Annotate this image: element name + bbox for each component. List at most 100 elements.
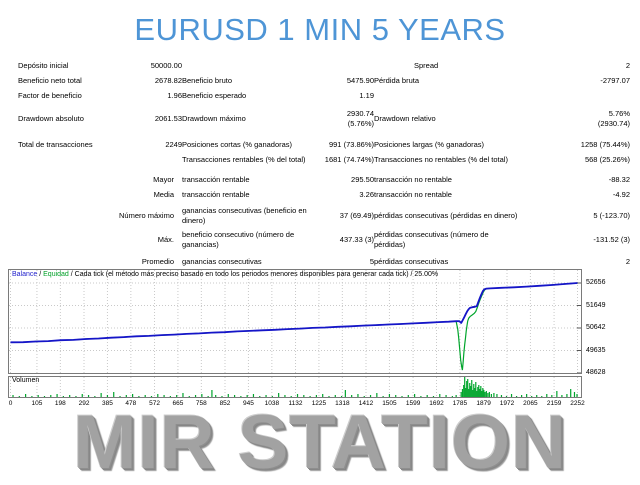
stat-value: 1.19 [359,90,374,100]
stat-label: Factor de beneficio [18,90,82,100]
stat-value: 3.26 [359,189,374,199]
x-axis-tick-label: 1318 [335,400,350,407]
stat-value: -4.92 [612,189,630,199]
stat-value: -2797.07 [600,75,630,85]
stat-value: 2061.53 [154,114,182,123]
stat-label: Beneficio bruto [182,75,233,85]
x-axis-tick-label: 0 [8,400,13,407]
stat-label: Promedio [141,256,174,266]
stats-row: Mayor transacción rentable 295.50 transacci… [18,172,630,187]
volume-chart-panel [8,376,582,398]
x-axis-tick-label: 665 [172,400,184,407]
stat-label: pérdidas consecutivas (número de pérdida… [374,230,489,249]
stat-value: 1.96 [167,90,182,100]
x-axis-tick-label: 758 [195,400,207,407]
legend-part: Balance [12,271,38,278]
x-axis-tick-label: 105 [31,400,43,407]
stat-label: pérdidas consecutivas [374,256,449,266]
stats-row: Máx. beneficio consecutivo (número de gan… [18,228,630,252]
x-axis-tick-label: 385 [101,400,113,407]
stat-value: 2678.82 [154,75,182,85]
x-axis-tick-label: 572 [149,400,160,407]
stats-table: Depósito inicial 50000.00 Spread 2 Beneficio… [18,58,630,269]
stat-value: 991 (73.86%) [328,139,374,149]
stats-row: Depósito inicial 50000.00 Spread 2 [18,58,630,73]
x-axis-tick-label: 1505 [382,400,397,407]
stat-label: transacción no rentable [374,189,452,199]
stat-value: 295.50 [351,174,374,184]
stat-value: 1681 (74.74%) [324,154,374,164]
chart-legend: Balance / Equidad / Cada tick (el método… [12,271,438,278]
x-axis-labels: 0 105 198 292 385 478 572 665 758 852 945 1038 1132 1… [8,400,632,410]
stat-value: 2930.74 (5.76%) [346,109,374,128]
stat-label: transacción rentable [182,174,250,184]
stat-label: Mayor [153,174,174,184]
x-axis-tick-label: 1599 [405,400,421,407]
y-axis-tick-label: 48628 [586,369,606,376]
stat-label: Drawdown relativo [374,114,436,123]
x-axis-tick-label: 945 [242,400,254,407]
stat-value: 1258 (75.44%) [580,139,630,149]
legend-part: Equidad [43,271,69,278]
x-axis-tick-label: 1692 [429,400,444,407]
stat-label: Transacciones rentables (% del total) [182,154,306,164]
stats-row: Beneficio neto total 2678.82 Beneficio bru… [18,73,630,88]
x-axis-tick-label: 478 [125,400,137,407]
x-axis-tick-label: 852 [219,400,231,407]
stat-label: Transacciones no rentables (% del total) [374,154,508,164]
stat-value: 5 [369,256,374,266]
stats-row: Media transacción rentable 3.26 transacción… [18,187,630,202]
stat-value: 437.33 (3) [339,235,374,244]
stat-label: transacción no rentable [374,174,452,184]
stat-label: pérdidas consecutivas (pérdidas en diner… [374,211,518,220]
stat-label: Drawdown absoluto [18,114,84,123]
balance-equity-chart: Balance / Equidad / Cada tick (el método… [8,269,632,400]
stat-label: Beneficio neto total [18,75,82,85]
y-axis-tick-label: 52656 [586,279,606,286]
stat-value: 2249 [165,139,182,149]
x-axis-tick-label: 1412 [358,400,374,407]
y-axis-tick-label: 50642 [586,324,606,331]
stat-label: Número máximo [118,211,174,220]
stats-row: Factor de beneficio 1.96 Beneficio esperad… [18,88,630,103]
x-axis-tick-label: 2159 [546,400,562,407]
y-axis-tick-label: 49635 [586,346,606,354]
stat-label: ganancias consecutivas [182,256,262,266]
stat-label: Posiciones largas (% ganadoras) [374,139,485,149]
stat-label: Drawdown máximo [182,114,246,123]
stat-label: Depósito inicial [18,60,69,70]
y-axis-tick-label: 51649 [586,301,606,309]
x-axis-tick-label: 2252 [570,400,585,407]
stat-value: 5475.90 [346,75,374,85]
stats-row: Drawdown absoluto 2061.53 Drawdown máximo 2… [18,107,630,131]
x-axis-tick-label: 1132 [288,400,303,407]
x-axis-tick-label: 1972 [499,400,515,407]
stat-label: Total de transacciones [18,139,93,149]
stats-row: Total de transacciones 2249 Posiciones cor… [18,137,630,152]
x-axis-tick-label: 292 [78,400,90,407]
x-axis-tick-label: 198 [54,400,66,407]
x-axis-tick-label: 2065 [523,400,538,407]
x-axis-tick-label: 1225 [311,400,327,407]
stat-label: Posiciones cortas (% ganadoras) [182,139,293,149]
stat-value: 5.76% (2930.74) [597,109,630,128]
balance-chart-panel [8,269,582,374]
stats-row: Promedio ganancias consecutivas 5 pérdidas … [18,254,630,269]
stat-label: Spread [414,60,439,70]
x-axis-tick-label: 1879 [476,400,491,407]
watermark-text: MIR STATION [73,400,567,485]
stat-value: 37 (69.49) [339,211,374,220]
stat-label: Beneficio esperado [182,90,247,100]
stat-label: Máx. [157,235,174,244]
stat-label: transacción rentable [182,189,250,199]
legend-part: / Cada tick (el método más preciso basad… [68,271,439,278]
stat-value: -131.52 (3) [593,235,630,244]
legend-part: / [37,271,44,278]
stat-value: -88.32 [608,174,630,184]
stat-label: Pérdida bruta [374,75,420,85]
stat-value: 568 (25.26%) [584,154,630,164]
stats-row: Número máximo ganancias consecutivas (ben… [18,204,630,228]
x-axis-tick-label: 1785 [452,400,468,407]
stat-value: 2 [625,60,630,70]
volume-panel-label: Volumen [12,377,40,384]
